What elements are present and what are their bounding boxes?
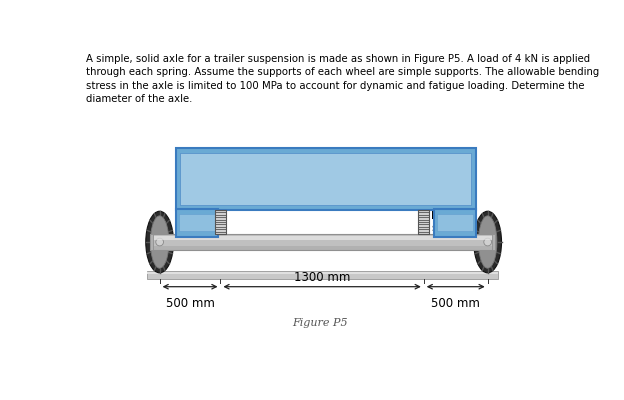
Text: Leaf
spring: Leaf spring bbox=[180, 211, 213, 233]
Bar bbox=[437, 214, 473, 231]
Text: 500 mm: 500 mm bbox=[165, 298, 215, 310]
Text: A simple, solid axle for a trailer suspension is made as shown in Figure P5. A l: A simple, solid axle for a trailer suspe… bbox=[85, 54, 599, 104]
Ellipse shape bbox=[156, 238, 163, 246]
Bar bbox=[176, 148, 476, 210]
Ellipse shape bbox=[484, 238, 492, 246]
Bar bbox=[147, 272, 498, 274]
Text: Leaf
spring: Leaf spring bbox=[431, 211, 464, 233]
Ellipse shape bbox=[474, 211, 502, 273]
Bar bbox=[418, 210, 429, 234]
Bar bbox=[150, 236, 495, 240]
Bar bbox=[434, 209, 476, 237]
Bar bbox=[176, 209, 218, 237]
Bar bbox=[180, 153, 472, 205]
Bar bbox=[215, 210, 226, 234]
Bar bbox=[150, 234, 154, 250]
Text: Figure P5: Figure P5 bbox=[292, 318, 348, 328]
Bar bbox=[150, 246, 495, 250]
Bar bbox=[492, 234, 495, 250]
Ellipse shape bbox=[146, 211, 173, 273]
Bar bbox=[179, 214, 215, 231]
Ellipse shape bbox=[479, 216, 497, 268]
Text: 1300 mm: 1300 mm bbox=[294, 271, 350, 284]
Bar bbox=[147, 271, 498, 279]
Bar bbox=[150, 234, 495, 250]
Text: 500 mm: 500 mm bbox=[431, 298, 480, 310]
Ellipse shape bbox=[150, 216, 169, 268]
